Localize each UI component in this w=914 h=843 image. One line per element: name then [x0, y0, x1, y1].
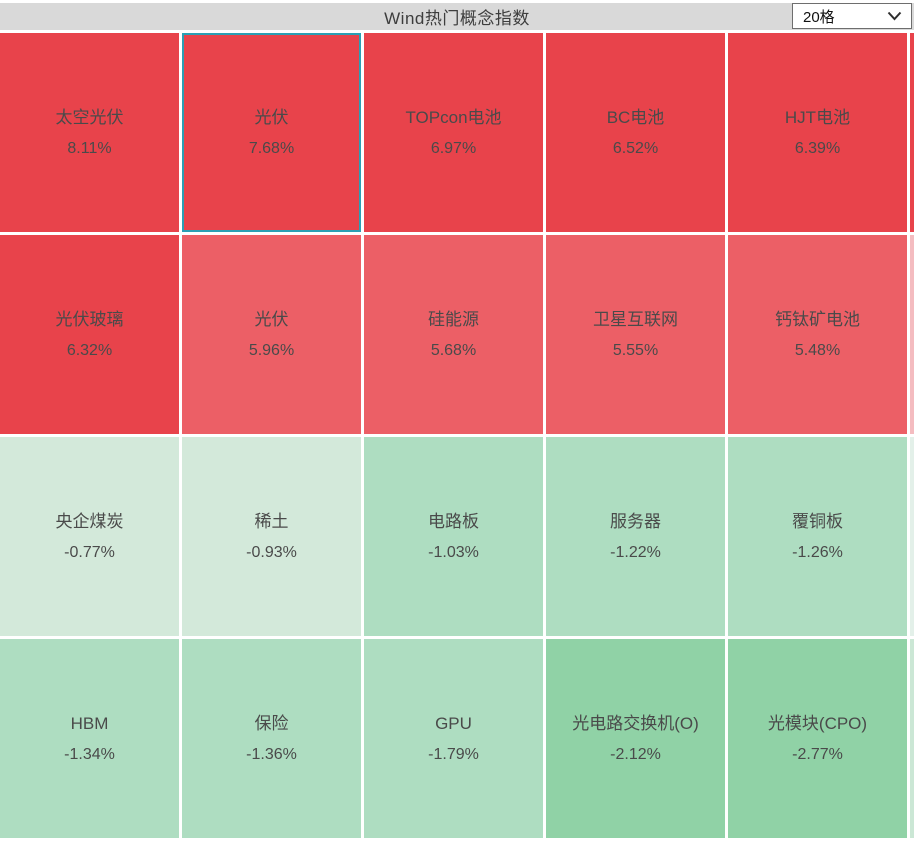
cell-percent-change: 7.68% [248, 139, 295, 157]
heatmap-cell[interactable]: 卫星互联网 5.55% [546, 235, 725, 434]
heatmap-cell[interactable]: 钙钛矿电池 5.48% [728, 235, 907, 434]
cell-concept-name: 卫星互联网 [593, 309, 678, 329]
heatmap-cell[interactable]: 覆铜板 -1.26% [728, 437, 907, 636]
cell-concept-name: 服务器 [610, 511, 661, 531]
cell-concept-name: 太空光伏 [55, 107, 124, 127]
cell-concept-name: 央企煤炭 [55, 511, 124, 531]
cell-concept-name: 覆铜板 [792, 511, 843, 531]
grid-overflow-sliver [910, 639, 914, 838]
heatmap-cell[interactable]: 光电路交换机(O) -2.12% [546, 639, 725, 838]
heatmap-cell[interactable]: GPU -1.79% [364, 639, 543, 838]
heatmap-cell[interactable]: 服务器 -1.22% [546, 437, 725, 636]
cell-percent-change: -1.03% [428, 543, 479, 561]
cell-percent-change: -1.79% [428, 745, 479, 763]
heatmap-cell[interactable]: 光伏玻璃 6.32% [0, 235, 179, 434]
chevron-down-icon [887, 11, 902, 21]
cell-percent-change: -2.77% [792, 745, 843, 763]
grid-count-value: 20格 [803, 8, 835, 26]
cell-percent-change: -1.26% [792, 543, 843, 561]
heatmap-cell[interactable]: 保险 -1.36% [182, 639, 361, 838]
heatmap-grid: 太空光伏 8.11% 光伏 7.68% TOPcon电池 6.97% BC电池 6.52% HJ… [0, 33, 914, 838]
cell-concept-name: 稀土 [254, 511, 289, 531]
heatmap-cell[interactable]: 稀土 -0.93% [182, 437, 361, 636]
heatmap-cell[interactable]: 电路板 -1.03% [364, 437, 543, 636]
grid-overflow-sliver [910, 437, 914, 636]
cell-concept-name: 保险 [254, 713, 289, 733]
cell-percent-change: 5.48% [794, 341, 841, 359]
cell-concept-name: HJT电池 [784, 107, 851, 127]
cell-concept-name: GPU [435, 713, 472, 733]
cell-concept-name: 钙钛矿电池 [775, 309, 860, 329]
heatmap-cell[interactable]: 光伏 5.96% [182, 235, 361, 434]
cell-percent-change: -2.12% [610, 745, 661, 763]
cell-percent-change: 5.96% [248, 341, 295, 359]
cell-concept-name: BC电池 [606, 107, 665, 127]
cell-concept-name: 光伏 [254, 309, 289, 329]
page-title: Wind热门概念指数 [384, 9, 530, 28]
cell-percent-change: -0.93% [246, 543, 297, 561]
cell-percent-change: 6.39% [794, 139, 841, 157]
cell-percent-change: 6.97% [430, 139, 477, 157]
wind-hot-concept-heatmap: Wind热门概念指数 20格 太空光伏 8.11% 光伏 7.68% TOPcon电池 6… [0, 3, 914, 838]
heatmap-cell[interactable]: BC电池 6.52% [546, 33, 725, 232]
cell-concept-name: 硅能源 [428, 309, 479, 329]
grid-count-select[interactable]: 20格 [792, 3, 912, 29]
cell-percent-change: 5.68% [430, 341, 477, 359]
heatmap-cell[interactable]: 光伏 7.68% [182, 33, 361, 232]
cell-percent-change: 6.32% [66, 341, 113, 359]
heatmap-cell[interactable]: 硅能源 5.68% [364, 235, 543, 434]
cell-percent-change: 6.52% [612, 139, 659, 157]
cell-concept-name: TOPcon电池 [405, 107, 502, 127]
heatmap-cell[interactable]: 光模块(CPO) -2.77% [728, 639, 907, 838]
grid-overflow-sliver [910, 33, 914, 232]
grid-overflow-sliver [910, 235, 914, 434]
heatmap-cell[interactable]: HJT电池 6.39% [728, 33, 907, 232]
cell-percent-change: -1.22% [610, 543, 661, 561]
cell-percent-change: 8.11% [67, 139, 112, 157]
cell-percent-change: -0.77% [64, 543, 115, 561]
cell-concept-name: 光模块(CPO) [767, 713, 868, 733]
cell-concept-name: 光伏 [254, 107, 289, 127]
cell-percent-change: -1.36% [246, 745, 297, 763]
heatmap-cell[interactable]: 太空光伏 8.11% [0, 33, 179, 232]
heatmap-cell[interactable]: TOPcon电池 6.97% [364, 33, 543, 232]
cell-concept-name: 光电路交换机(O) [572, 713, 699, 733]
cell-concept-name: 光伏玻璃 [55, 309, 124, 329]
cell-concept-name: HBM [70, 713, 109, 733]
heatmap-cell[interactable]: HBM -1.34% [0, 639, 179, 838]
heatmap-cell[interactable]: 央企煤炭 -0.77% [0, 437, 179, 636]
header-bar: Wind热门概念指数 20格 [0, 3, 914, 30]
cell-concept-name: 电路板 [428, 511, 479, 531]
cell-percent-change: -1.34% [64, 745, 115, 763]
cell-percent-change: 5.55% [612, 341, 659, 359]
